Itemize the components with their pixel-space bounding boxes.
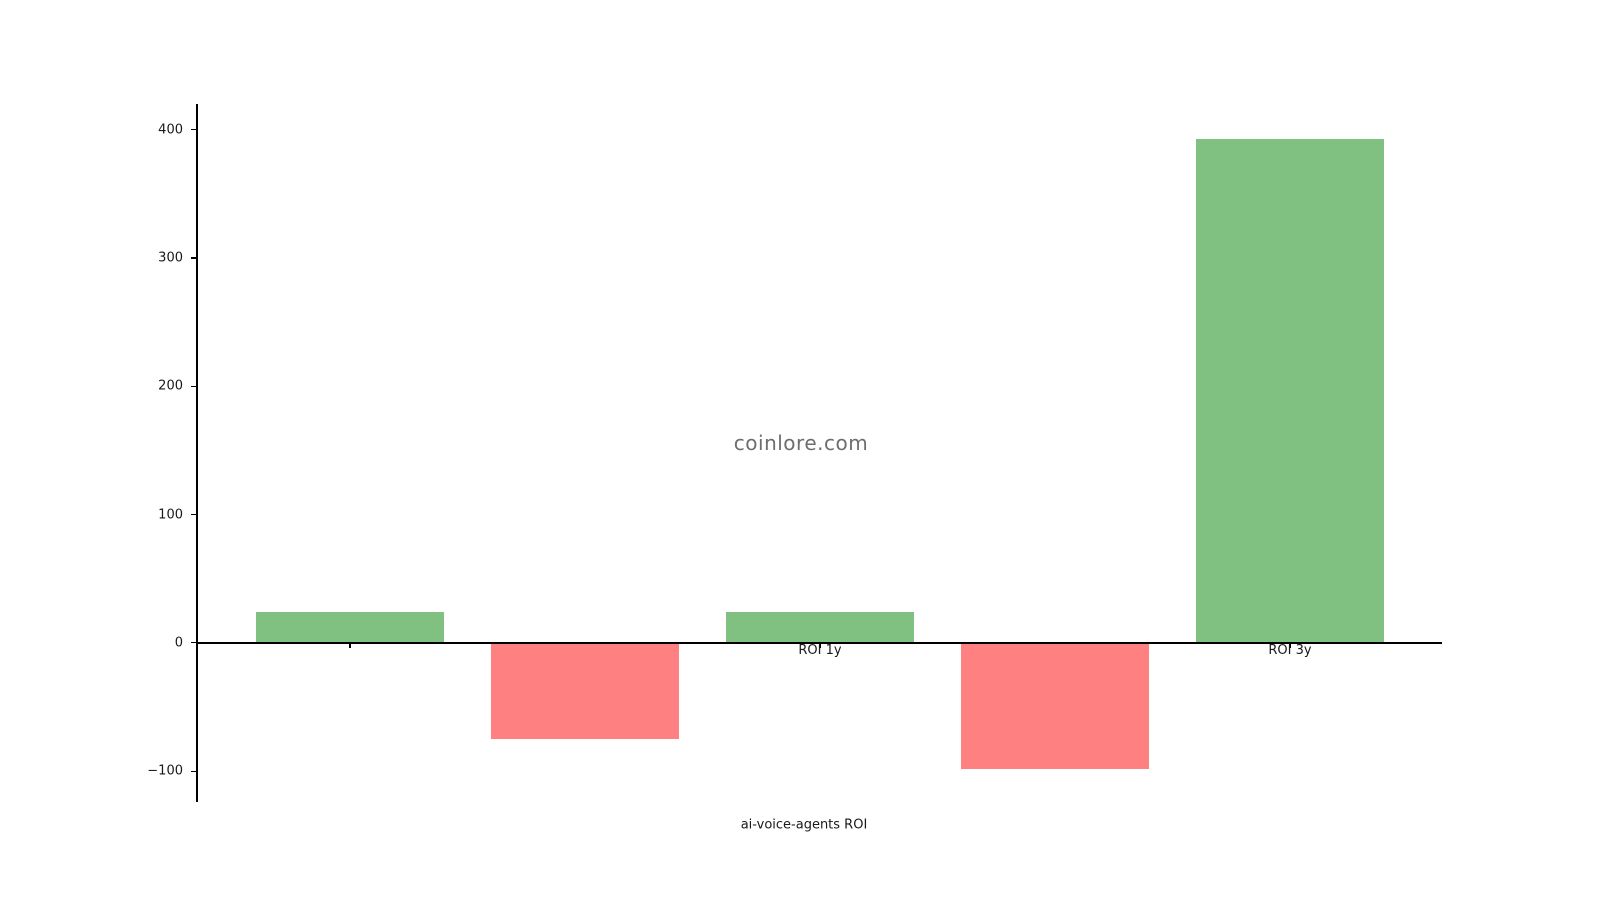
bar-2: [491, 642, 679, 740]
x-tick-mark: [349, 642, 351, 648]
y-tick-label: 300: [158, 250, 183, 266]
y-tick-mark: [191, 385, 196, 387]
bar-4: [961, 642, 1149, 769]
chart-x-axis-title: ai-voice-agents ROI: [740, 817, 868, 833]
y-tick-mark: [191, 770, 196, 772]
x-tick-mark: [1289, 642, 1291, 648]
bar-1: [256, 612, 444, 643]
y-tick-mark: [191, 129, 196, 131]
y-tick-label: 400: [158, 122, 183, 138]
y-tick-mark: [191, 513, 196, 516]
y-axis-spine: [196, 104, 198, 802]
y-tick-label: 200: [158, 378, 183, 394]
y-tick-label: 100: [158, 507, 183, 523]
bar-roi-1y: [726, 612, 914, 643]
y-tick-label: 0: [174, 635, 183, 651]
x-tick-mark: [819, 642, 821, 648]
watermark-text: coinlore.com: [733, 431, 869, 455]
y-tick-label: −100: [147, 763, 183, 779]
bar-roi-3y: [1196, 138, 1384, 643]
x-tick-label: ROI 3y: [1268, 643, 1312, 659]
x-axis-line: [196, 642, 1442, 644]
x-tick-label: ROI 1y: [798, 643, 842, 659]
y-tick-mark: [191, 642, 196, 644]
y-tick-mark: [191, 257, 196, 259]
